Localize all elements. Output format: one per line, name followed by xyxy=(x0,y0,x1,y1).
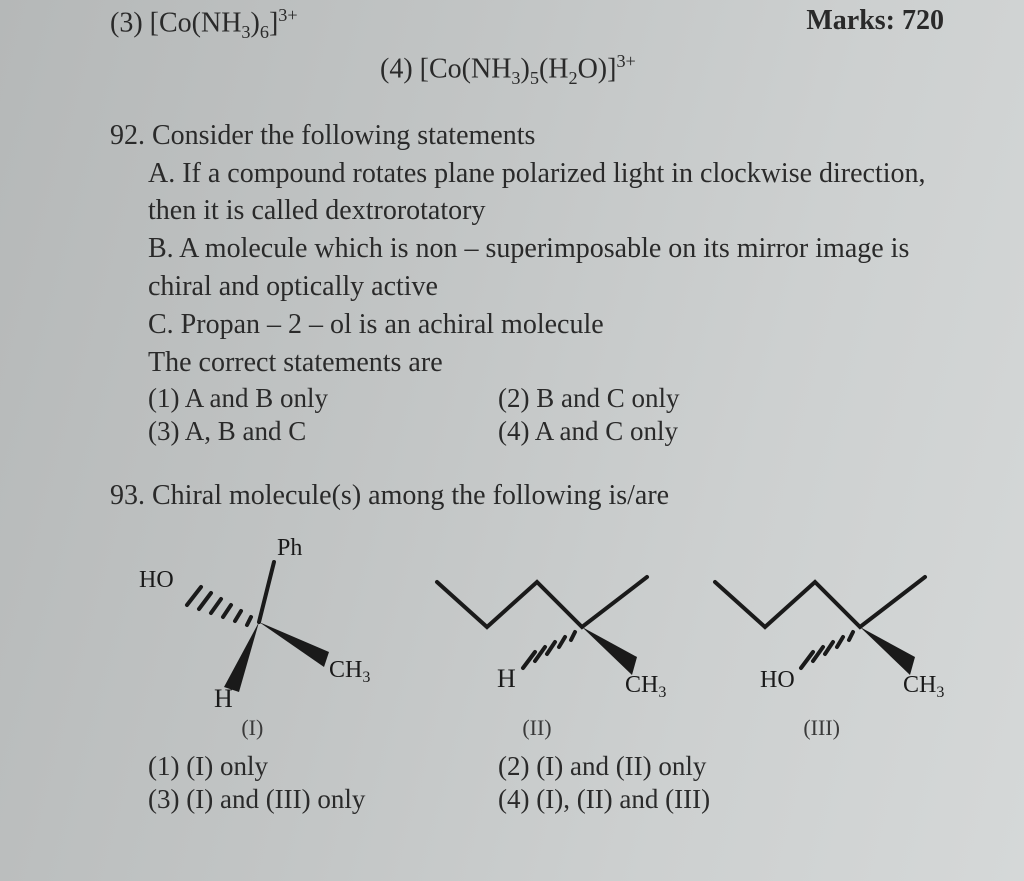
molecule-3-svg: HO CH3 xyxy=(685,527,945,707)
q92-number: 92. xyxy=(110,120,145,151)
mol3-ho: HO xyxy=(760,667,795,693)
t: 6 xyxy=(260,22,269,42)
mol1-ch3: CH3 xyxy=(329,657,370,686)
molecule-3: HO CH3 xyxy=(685,527,945,707)
q93-options-row2: (3) (I) and (III) only (4) (I), (II) and… xyxy=(148,784,964,815)
mol1-ho: HO xyxy=(139,567,174,593)
molecule-1: Ph HO CH3 H xyxy=(129,527,389,707)
marks-header: Marks: 720 xyxy=(806,5,944,37)
molecule-2: H CH3 xyxy=(407,527,667,707)
q93-opt3: (3) (I) and (III) only xyxy=(148,784,498,815)
molecule-2-svg: H CH3 xyxy=(407,527,667,707)
molecule-1-svg: Ph HO CH3 H xyxy=(129,527,389,707)
mol1-h: H xyxy=(214,684,233,713)
q92-opt2: (2) B and C only xyxy=(498,383,680,414)
question-93: 93. Chiral molecule(s) among the followi… xyxy=(110,477,964,815)
t: (4) [Co(NH xyxy=(380,53,511,84)
q92-options-row1: (1) A and B only (2) B and C only xyxy=(148,383,964,414)
q92-options-row2: (3) A, B and C (4) A and C only xyxy=(148,416,964,447)
q92-opt3: (3) A, B and C xyxy=(148,416,498,447)
mol2-ch3: CH3 xyxy=(625,672,666,701)
q93-opt4: (4) (I), (II) and (III) xyxy=(498,784,710,815)
mol1-roman: (I) xyxy=(122,715,382,741)
q92-stem-line: 92. Consider the following statements xyxy=(110,117,964,155)
q92-stmtC: C. Propan – 2 – ol is an achiral molecul… xyxy=(148,306,964,344)
q92-opt1: (1) A and B only xyxy=(148,383,498,414)
q93-stem-line: 93. Chiral molecule(s) among the followi… xyxy=(110,477,964,515)
t: 3+ xyxy=(278,5,297,25)
q92-stmtB: B. A molecule which is non – superimposa… xyxy=(148,230,964,306)
t: ) xyxy=(521,53,530,84)
mol2-h: H xyxy=(497,664,516,693)
prev-question-row2: (4) [Co(NH3)5(H2O)]3+ xyxy=(110,51,964,89)
t: 3 xyxy=(241,22,250,42)
q92-lead: The correct statements are xyxy=(148,344,964,382)
q93-opt2: (2) (I) and (II) only xyxy=(498,751,706,782)
q93-opt1: (1) (I) only xyxy=(148,751,498,782)
prev-question-row: (3) [Co(NH3)6]3+ Marks: 720 xyxy=(110,5,964,43)
q92-stem: Consider the following statements xyxy=(152,120,535,151)
q92-opt4: (4) A and C only xyxy=(498,416,678,447)
t: (3) [Co(NH xyxy=(110,7,241,38)
q92-stmtA: A. If a compound rotates plane polarized… xyxy=(148,155,964,231)
question-92: 92. Consider the following statements A.… xyxy=(110,117,964,448)
t: 3 xyxy=(511,68,520,88)
mol2-roman: (II) xyxy=(407,715,667,741)
t: ] xyxy=(269,7,278,38)
molecule-row: Ph HO CH3 H xyxy=(110,527,964,707)
t: 5 xyxy=(530,68,539,88)
t: 2 xyxy=(568,68,577,88)
molecule-labels: (I) (II) (III) xyxy=(110,715,964,741)
mol1-ph: Ph xyxy=(277,535,302,561)
q93-options-row1: (1) (I) only (2) (I) and (II) only xyxy=(148,751,964,782)
prev-opt3: (3) [Co(NH3)6]3+ xyxy=(110,5,298,43)
prev-opt4: (4) [Co(NH3)5(H2O)]3+ xyxy=(380,51,636,89)
q93-stem: Chiral molecule(s) among the following i… xyxy=(152,480,669,511)
mol3-ch3: CH3 xyxy=(903,672,944,701)
t: O)] xyxy=(578,53,617,84)
t: ) xyxy=(251,7,260,38)
mol3-roman: (III) xyxy=(692,715,952,741)
t: 3+ xyxy=(616,51,635,71)
t: (H xyxy=(539,53,569,84)
q93-number: 93. xyxy=(110,480,145,511)
